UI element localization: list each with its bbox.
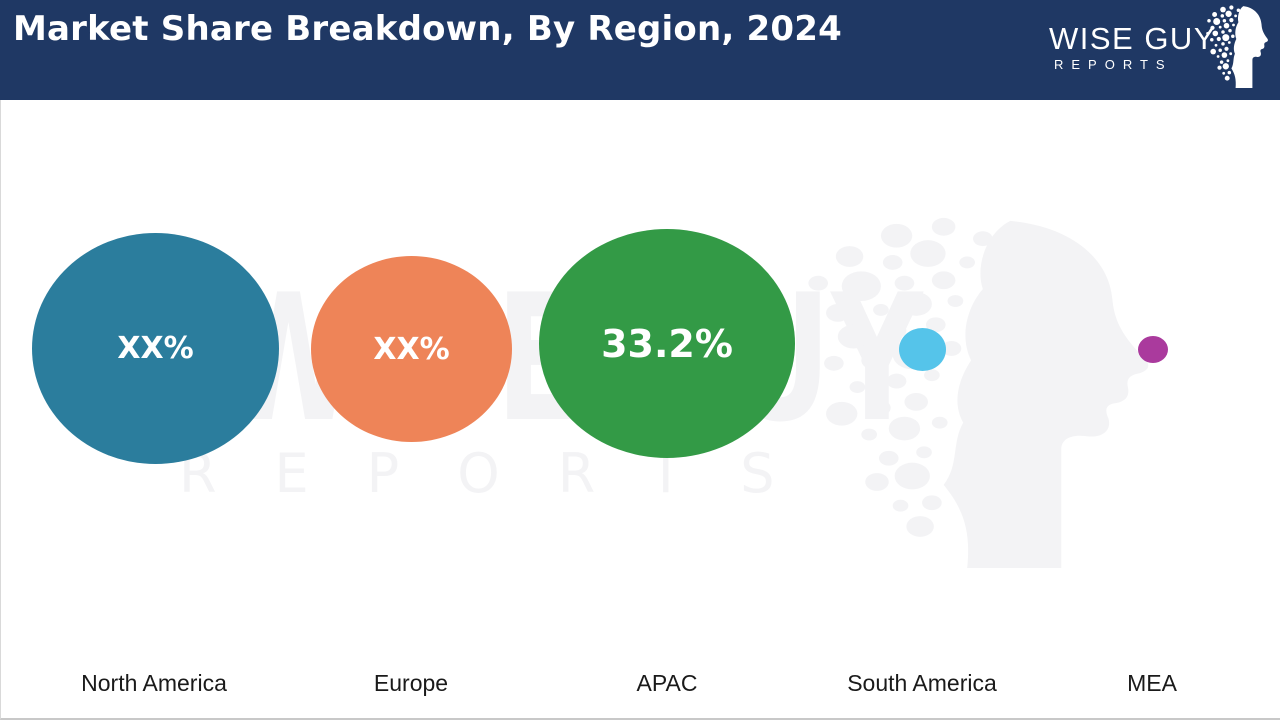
watermark-head-icon bbox=[802, 217, 1149, 568]
category-label-mea: MEA bbox=[1127, 670, 1177, 696]
bubble-europe: XX% bbox=[311, 256, 512, 442]
chart-area: WISE GUY REPORTS XX% XX% 33.2% North Ame… bbox=[0, 100, 1280, 720]
bubble-south-america bbox=[899, 328, 946, 371]
category-label-apac: APAC bbox=[636, 670, 698, 696]
page-title: Market Share Breakdown, By Region, 2024 bbox=[13, 9, 842, 49]
bubble-value-label: 33.2% bbox=[601, 321, 733, 366]
watermark-tagline-text: REPORTS bbox=[179, 442, 833, 505]
category-label-south-america: South America bbox=[847, 670, 997, 696]
header-bar: Market Share Breakdown, By Region, 2024 … bbox=[0, 0, 1280, 100]
category-label-north-america: North America bbox=[81, 670, 227, 696]
bubble-value-label: XX% bbox=[373, 331, 450, 367]
bubble-mea bbox=[1138, 336, 1168, 363]
wiseguy-logo-text: WISE GUY REPORTS bbox=[1049, 4, 1216, 72]
bubble-value-label: XX% bbox=[117, 331, 194, 366]
wiseguy-logo: WISE GUY REPORTS bbox=[1049, 4, 1272, 88]
bubble-apac: 33.2% bbox=[539, 229, 795, 458]
logo-brand-text: WISE GUY bbox=[1048, 21, 1216, 56]
logo-tagline-text: REPORTS bbox=[1053, 57, 1173, 73]
category-label-europe: Europe bbox=[373, 670, 449, 696]
bubble-north-america: XX% bbox=[32, 233, 279, 464]
wiseguy-head-icon bbox=[1206, 5, 1268, 88]
